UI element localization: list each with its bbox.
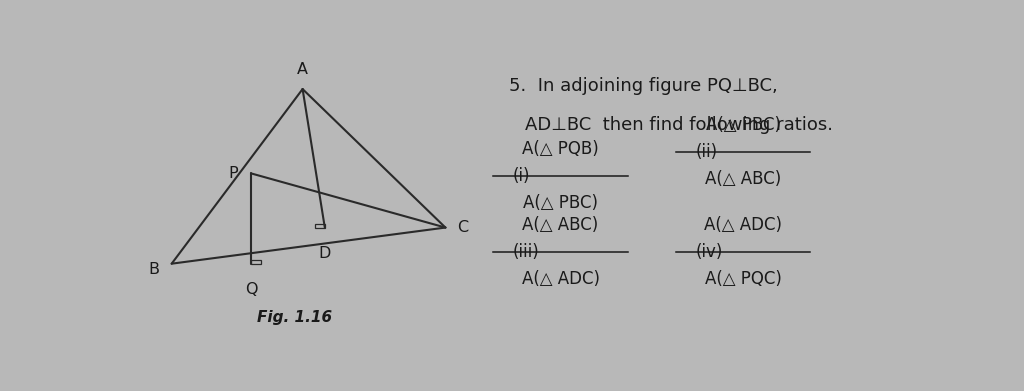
Text: A: A <box>297 62 308 77</box>
Text: C: C <box>458 220 468 235</box>
Text: (iv): (iv) <box>695 243 723 261</box>
Text: A(△ ABC): A(△ ABC) <box>705 170 781 188</box>
Text: A(△ ABC): A(△ ABC) <box>522 215 599 233</box>
Text: (i): (i) <box>513 167 530 185</box>
Text: A(△ PQC): A(△ PQC) <box>705 270 781 288</box>
Text: A(△ ADC): A(△ ADC) <box>521 270 599 288</box>
Text: D: D <box>318 246 331 261</box>
Bar <box>315 224 325 228</box>
Text: (iii): (iii) <box>513 243 540 261</box>
Text: A(△ ADC): A(△ ADC) <box>705 215 782 233</box>
Text: Fig. 1.16: Fig. 1.16 <box>257 310 332 325</box>
Text: B: B <box>148 262 160 277</box>
Bar <box>251 260 260 264</box>
Text: (ii): (ii) <box>695 143 718 161</box>
Text: P: P <box>228 166 238 181</box>
Text: A(△ PBC): A(△ PBC) <box>706 116 780 134</box>
Text: 5.  In adjoining figure PQ⊥BC,: 5. In adjoining figure PQ⊥BC, <box>509 77 777 95</box>
Text: A(△ PQB): A(△ PQB) <box>522 140 599 158</box>
Text: AD⊥BC  then find following ratios.: AD⊥BC then find following ratios. <box>524 116 833 134</box>
Text: Q: Q <box>245 282 257 297</box>
Text: A(△ PBC): A(△ PBC) <box>523 194 598 212</box>
